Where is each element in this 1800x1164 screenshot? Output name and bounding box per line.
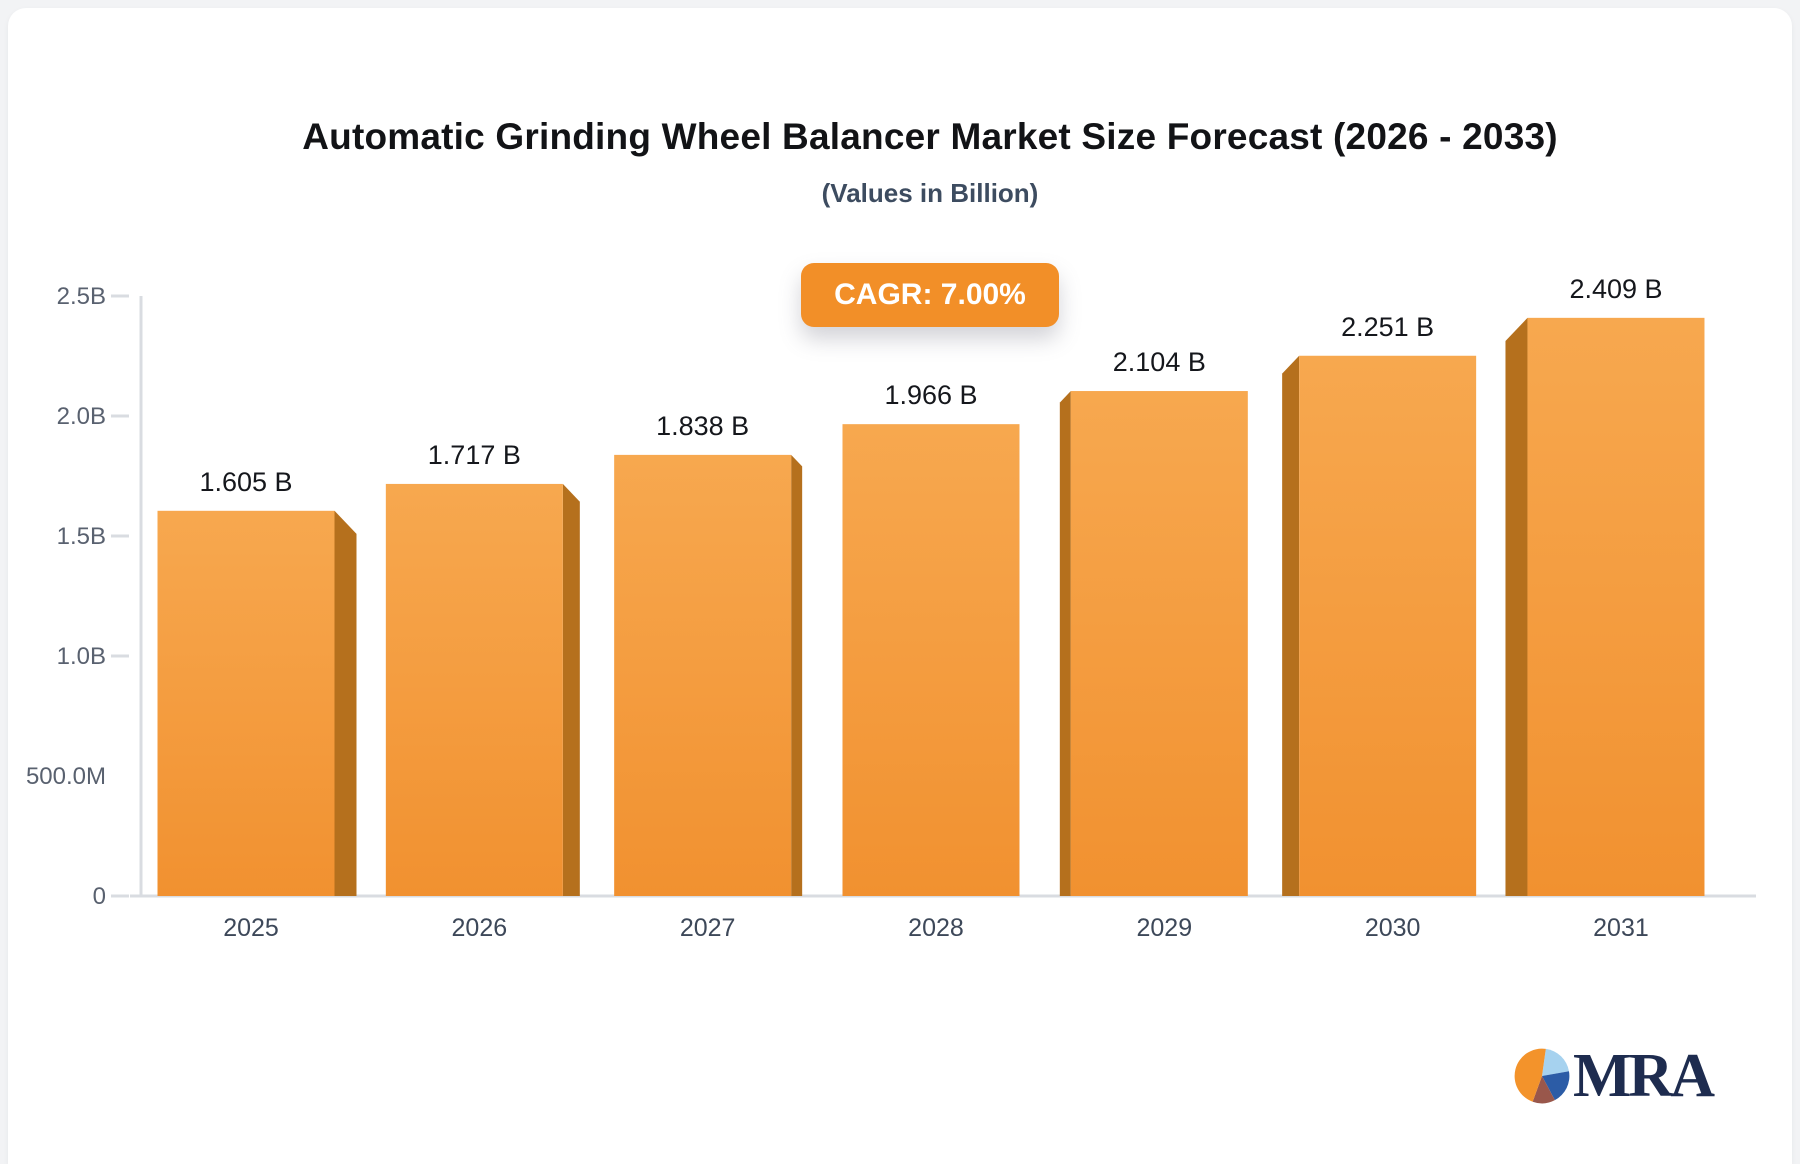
x-axis-label: 2026 xyxy=(452,914,508,942)
bar-value-label: 2.104 B xyxy=(1113,347,1206,377)
bar-value-label: 2.251 B xyxy=(1341,312,1434,342)
bar-side-face xyxy=(1059,391,1071,896)
y-axis-tick-label: 1.5B xyxy=(57,523,106,550)
chart-canvas: 0 500.0M 1.0B 1.5B 2.0B 2.5B 1.605 B 2025 1.717 … xyxy=(26,274,1756,942)
bar-side-face xyxy=(791,454,803,896)
y-axis-tick-label: 500.0M xyxy=(26,763,106,790)
bar-side-face xyxy=(334,510,357,896)
y-axis-tick-label: 0 xyxy=(93,883,106,910)
bar-value-label: 1.605 B xyxy=(199,467,292,497)
x-axis-label: 2031 xyxy=(1593,914,1649,942)
brand-logo-text: MRA xyxy=(1573,1042,1715,1110)
x-axis-label: 2029 xyxy=(1137,914,1193,942)
brand-logo: MRA xyxy=(1513,1042,1715,1110)
y-axis-tick-label: 2.0B xyxy=(57,403,106,430)
cagr-badge-row: CAGR: 7.00% xyxy=(68,263,1792,327)
bar-side-face xyxy=(1505,317,1528,897)
chart-subtitle: (Values in Billion) xyxy=(821,178,1039,208)
y-axis-tick-label: 2.5B xyxy=(57,283,106,310)
bar-value-label: 1.966 B xyxy=(884,380,977,410)
bar-2029 xyxy=(1070,391,1248,896)
bar-2031 xyxy=(1527,317,1705,897)
bar-side-face xyxy=(1282,355,1300,896)
bar-value-label: 2.409 B xyxy=(1569,274,1662,304)
bar-2025 xyxy=(157,510,335,896)
bar-2027 xyxy=(614,454,792,896)
x-axis-label: 2027 xyxy=(680,914,736,942)
y-axis-tick-label: 1.0B xyxy=(57,643,106,670)
chart-title: Automatic Grinding Wheel Balancer Market… xyxy=(302,116,1558,157)
bar-side-face xyxy=(562,483,580,896)
logo-pie-slice-lightblue xyxy=(1542,1048,1569,1076)
bar-value-label: 1.838 B xyxy=(656,411,749,441)
market-bar-chart: 0 500.0M 1.0B 1.5B 2.0B 2.5B 1.605 B 2025 1.717 … xyxy=(26,274,1756,942)
x-axis-label: 2028 xyxy=(908,914,964,942)
x-axis-label: 2030 xyxy=(1365,914,1421,942)
bar-2030 xyxy=(1299,355,1477,896)
chart-card: Automatic Grinding Wheel Balancer Market… xyxy=(8,8,1792,1164)
bar-value-label: 1.717 B xyxy=(428,440,521,470)
pie-chart-logo-icon xyxy=(1514,1048,1570,1104)
logo-pie-slice-blue xyxy=(1542,1071,1570,1101)
bar-2028 xyxy=(842,424,1020,896)
bar-2026 xyxy=(385,483,563,896)
x-axis-label: 2025 xyxy=(223,914,279,942)
logo-pie-slice-maroon xyxy=(1532,1076,1555,1104)
cagr-badge: CAGR: 7.00% xyxy=(801,263,1059,327)
logo-pie-slice-orange xyxy=(1514,1048,1546,1102)
